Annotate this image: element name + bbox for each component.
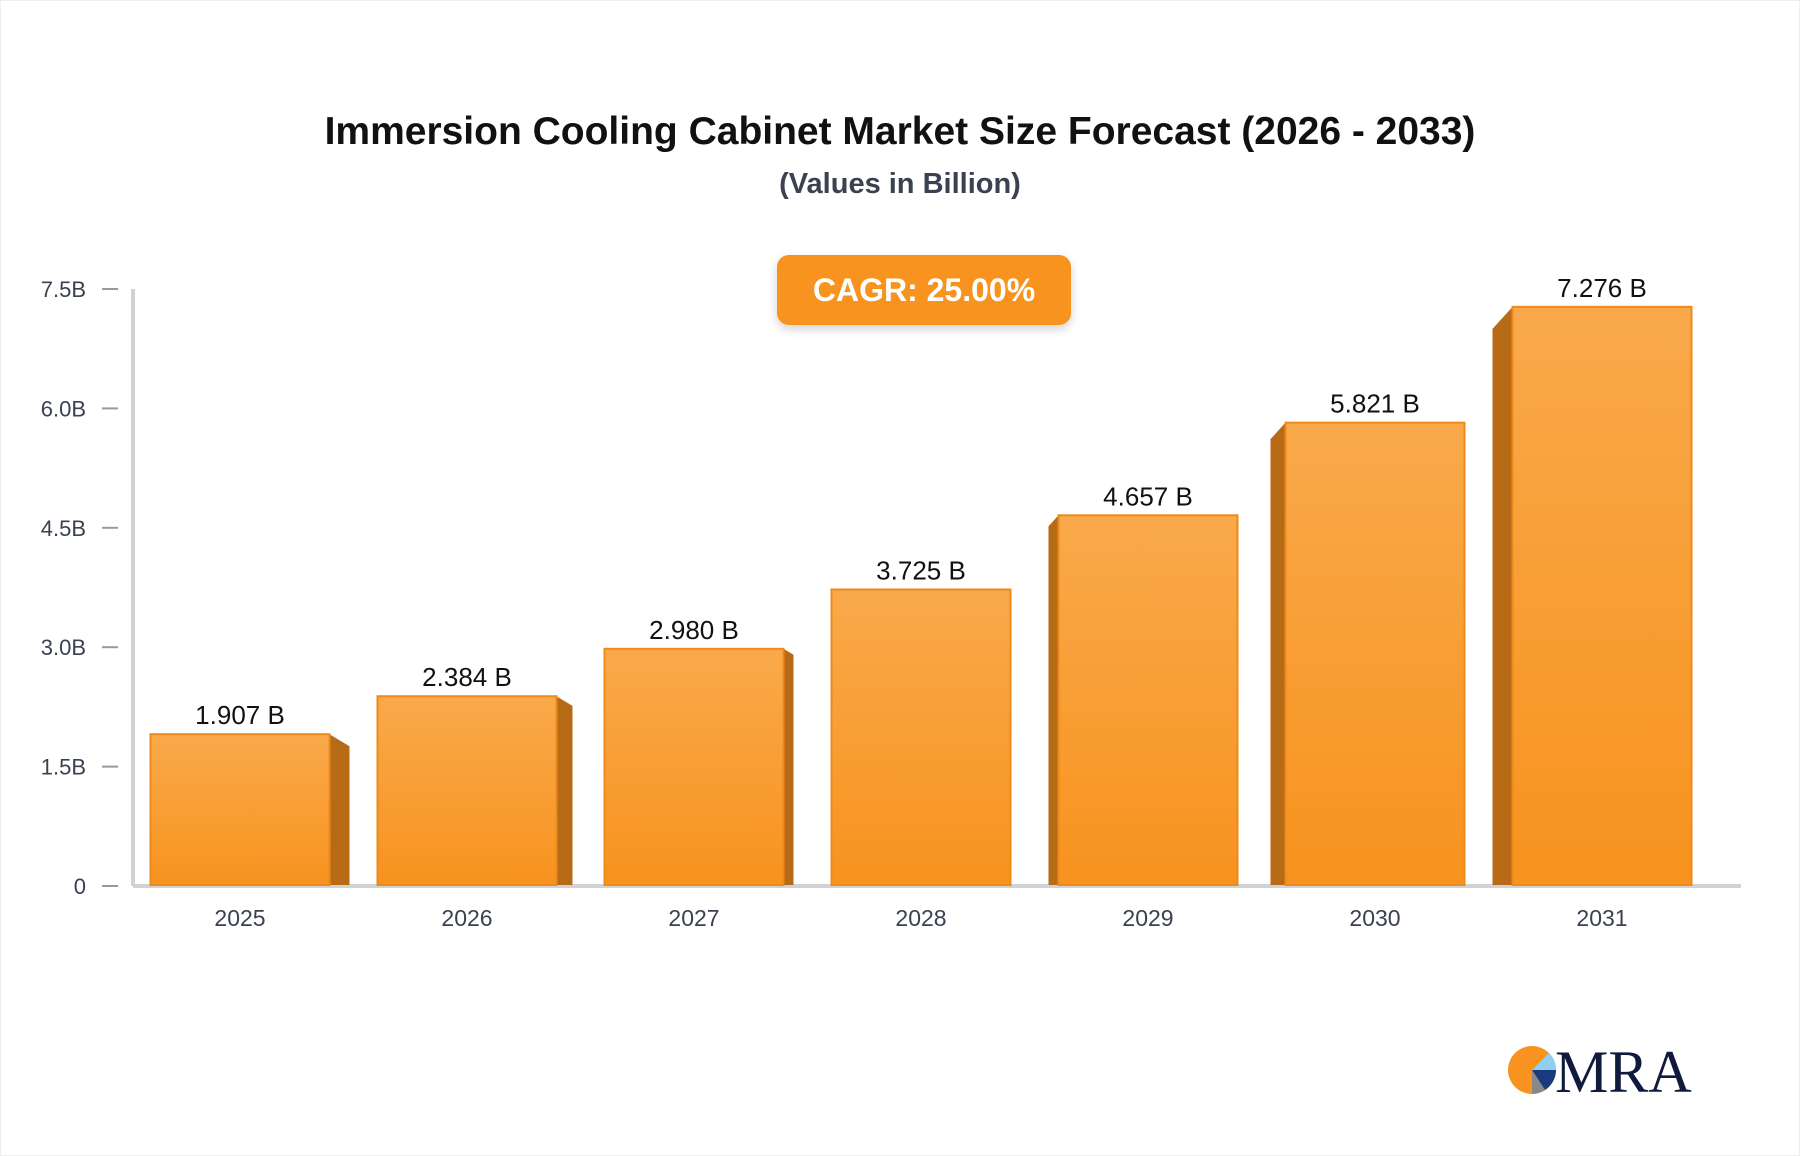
- y-tick-label: 3.0B: [41, 635, 86, 660]
- y-tick-label: 7.5B: [41, 277, 86, 302]
- x-tick-label: 2030: [1349, 905, 1400, 931]
- bar: [1511, 305, 1693, 887]
- bar: [376, 695, 558, 886]
- data-label: 3.725 B: [876, 555, 966, 585]
- svg-text:MRA: MRA: [1555, 1040, 1692, 1100]
- x-tick-label: 2027: [668, 905, 719, 931]
- x-tick-label: 2028: [895, 905, 946, 931]
- bar: [1284, 421, 1466, 886]
- bar: [603, 647, 785, 886]
- x-tick-label: 2029: [1122, 905, 1173, 931]
- chart-title: Immersion Cooling Cabinet Market Size Fo…: [324, 110, 1476, 153]
- mra-logo: MRA: [1508, 1040, 1692, 1100]
- bar-side: [1492, 306, 1513, 885]
- y-tick-label: 0: [74, 874, 86, 899]
- y-tick-label: 1.5B: [41, 755, 86, 780]
- bar: [830, 588, 1012, 886]
- data-label: 1.907 B: [195, 700, 285, 730]
- data-label: 2.980 B: [649, 615, 739, 645]
- bar-side: [1270, 422, 1286, 885]
- bar-side: [1048, 515, 1059, 885]
- data-label: 4.657 B: [1103, 481, 1193, 511]
- y-tick-label: 4.5B: [41, 516, 86, 541]
- bar: [149, 733, 331, 887]
- x-tick-label: 2031: [1576, 905, 1627, 931]
- x-tick-label: 2026: [441, 905, 492, 931]
- data-label: 2.384 B: [422, 662, 512, 692]
- x-tick-label: 2025: [214, 905, 265, 931]
- data-label: 7.276 B: [1557, 273, 1647, 303]
- bar-side: [329, 734, 350, 885]
- cagr-badge: CAGR: 25.00%: [777, 255, 1071, 325]
- data-label: 5.821 B: [1330, 389, 1420, 419]
- y-tick-label: 6.0B: [41, 396, 86, 421]
- bar-side: [783, 648, 794, 885]
- bar-side: [556, 696, 573, 885]
- bar: [1057, 514, 1239, 886]
- chart-subtitle: (Values in Billion): [779, 168, 1021, 200]
